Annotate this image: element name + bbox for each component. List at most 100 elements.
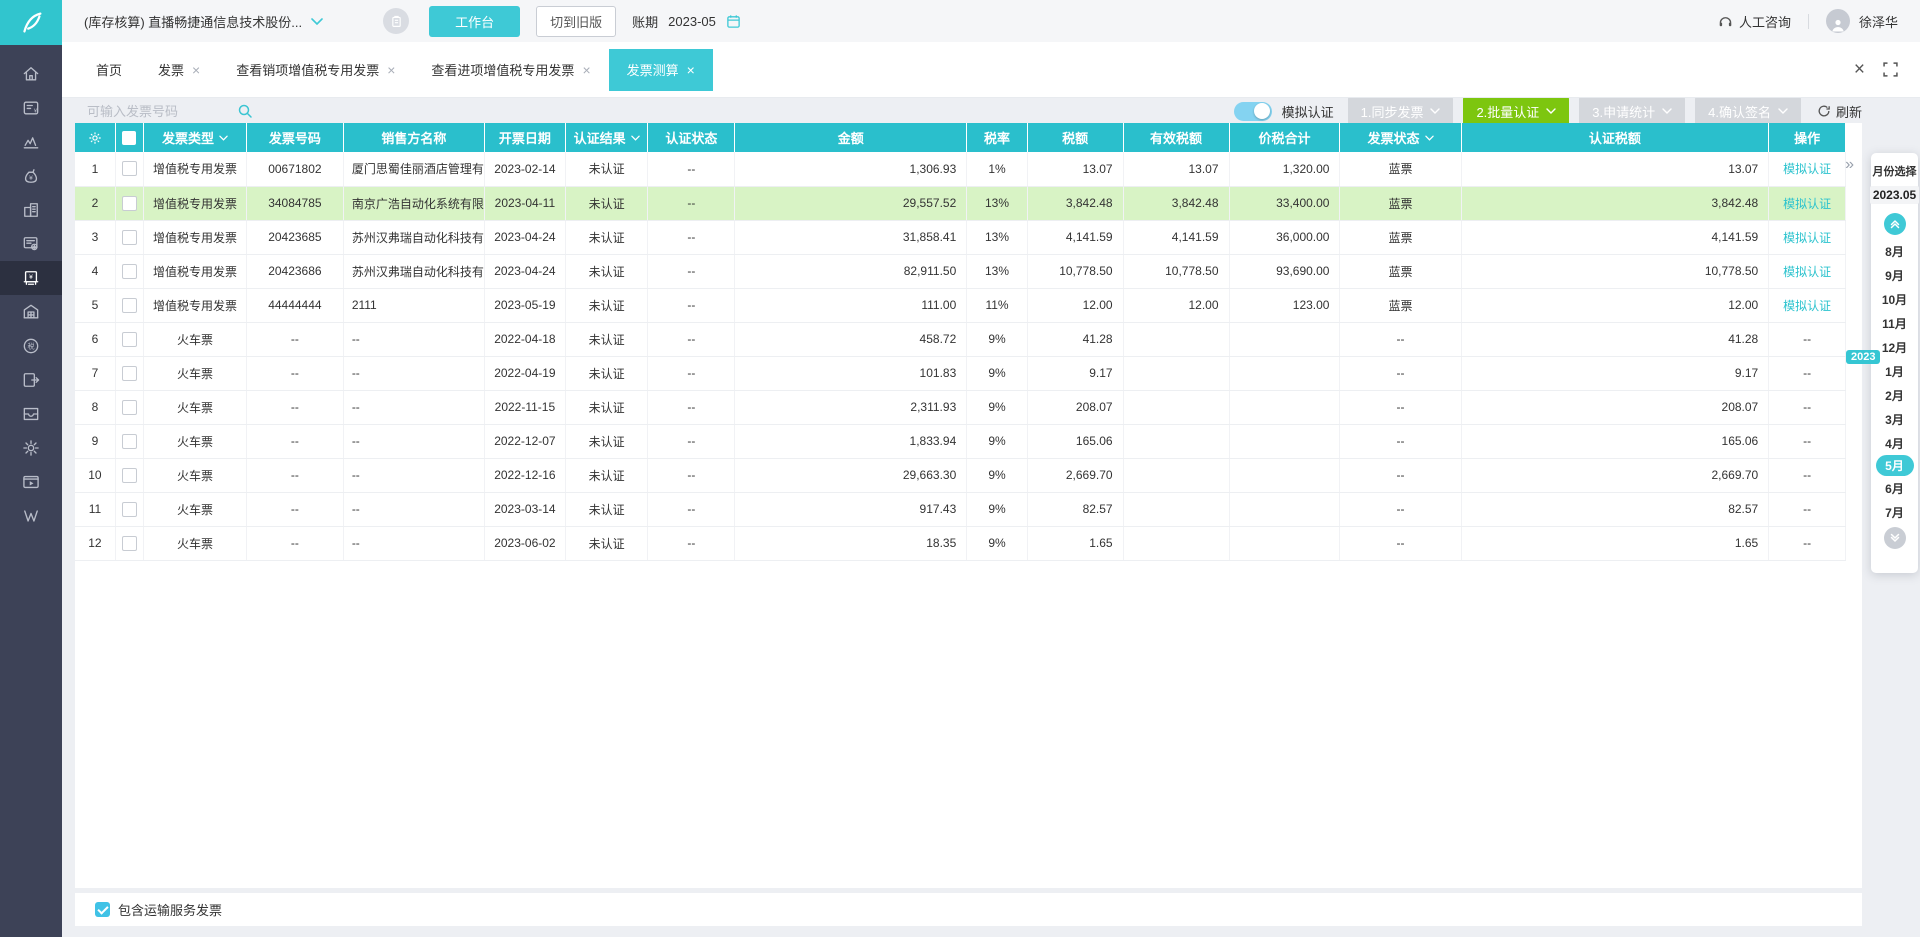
column-settings-header[interactable] — [75, 123, 116, 152]
close-all-tabs-icon[interactable]: × — [1853, 59, 1865, 80]
sidebar-item-version[interactable] — [0, 499, 62, 533]
month-item-11月[interactable]: 11月 — [1882, 316, 1907, 331]
sidebar-item-reports[interactable] — [0, 227, 62, 261]
tab-查看进项增值税专用发票[interactable]: 查看进项增值税专用发票 × — [413, 49, 608, 91]
row-checkbox[interactable] — [121, 535, 137, 551]
month-item-4月[interactable]: 4月 — [1885, 436, 1904, 451]
search-input[interactable] — [87, 103, 237, 119]
column-header-发票状态[interactable]: 发票状态 — [1339, 123, 1462, 152]
refresh-button[interactable]: 刷新 — [1817, 102, 1862, 121]
row-checkbox[interactable] — [121, 331, 137, 347]
table-row[interactable]: 5 增值税专用发票 44444444 2111 2023-05-19 未认证 -- 111.0… — [75, 288, 1846, 323]
row-checkbox[interactable] — [121, 399, 137, 415]
table-row[interactable]: 9 火车票 -- -- 2022-12-07 未认证 -- 1,833.94 9% 165.06-… — [75, 424, 1846, 459]
month-item-8月[interactable]: 8月 — [1885, 244, 1904, 259]
column-label: 认证税额 — [1588, 131, 1641, 146]
row-checkbox[interactable] — [121, 297, 137, 313]
avatar[interactable] — [1825, 9, 1850, 33]
month-item-10月[interactable]: 10月 — [1881, 292, 1908, 307]
company-selector[interactable]: (库存核算) 直播畅捷通信息技术股份... — [84, 12, 323, 31]
sidebar-item-tax[interactable]: 税 — [0, 329, 62, 363]
column-header-认证结果[interactable]: 认证结果 — [565, 123, 649, 152]
search-icon[interactable] — [237, 103, 253, 119]
tab-close-icon[interactable]: × — [387, 61, 396, 78]
period-value[interactable]: 2023-05 — [668, 13, 716, 29]
sidebar-item-invoice[interactable]: ¥ — [0, 261, 62, 295]
sidebar-item-funds[interactable]: ¥ — [0, 159, 62, 193]
row-checkbox[interactable] — [121, 365, 137, 381]
sidebar-item-archive[interactable] — [0, 397, 62, 431]
row-checkbox[interactable] — [121, 433, 137, 449]
row-checkbox[interactable] — [121, 467, 137, 483]
table-row[interactable]: 3 增值税专用发票20423685苏州汉弗瑞自动化科技有限公司2023-04-24… — [75, 220, 1846, 255]
tab-close-icon[interactable]: × — [192, 61, 201, 78]
cell-invoice_no: 20423686 — [246, 254, 344, 289]
panel-collapse-icon[interactable]: » — [1845, 156, 1854, 173]
simulate-certify-link[interactable]: 模拟认证 — [1783, 196, 1832, 211]
scroll-months-down-button[interactable] — [1883, 527, 1906, 549]
simulate-certify-link[interactable]: 模拟认证 — [1783, 264, 1832, 279]
month-item-5月[interactable]: 5月 — [1875, 455, 1914, 476]
scroll-months-up-button[interactable] — [1883, 213, 1906, 235]
toolbar-button-1.同步发票[interactable]: 1.同步发票 — [1347, 95, 1454, 127]
sidebar-item-tutorial-video[interactable] — [0, 465, 62, 499]
tab-close-icon[interactable]: × — [582, 61, 591, 78]
table-row[interactable]: 2 增值税专用发票34084785南京广浩自动化系统有限责任公司2023-04-1… — [75, 186, 1846, 221]
toolbar-button-2.批量认证[interactable]: 2.批量认证 — [1463, 95, 1570, 127]
old-version-button[interactable]: 切到旧版 — [536, 5, 617, 37]
table-row[interactable]: 1 增值税专用发票00671802厦门思蜀佳丽酒店管理有限公司2023-02-14… — [75, 152, 1846, 187]
tab-发票测算[interactable]: 发票测算 × — [608, 48, 713, 91]
table-row[interactable]: 7 火车票 -- -- 2022-04-19 未认证 -- 101.83 9% 9.17 -- 9.1… — [75, 356, 1846, 391]
simulate-certify-link[interactable]: 模拟认证 — [1783, 162, 1832, 177]
table-row[interactable]: 8 火车票 -- -- 2022-11-15 未认证 -- 2,311.93 9% 208.07-… — [75, 390, 1846, 425]
sidebar-item-inventory[interactable] — [0, 295, 62, 329]
month-item-3月[interactable]: 3月 — [1885, 412, 1904, 427]
month-item-2月[interactable]: 2月 — [1885, 388, 1904, 403]
column-label: 操作 — [1794, 131, 1821, 146]
row-checkbox[interactable] — [121, 501, 137, 517]
table-row[interactable]: 4 增值税专用发票20423686苏州汉弗瑞自动化科技有限公司2023-04-24… — [75, 254, 1846, 289]
column-label: 有效税额 — [1150, 131, 1203, 146]
month-item-12月[interactable]: 12月 — [1881, 340, 1908, 355]
fullscreen-icon[interactable] — [1883, 62, 1898, 77]
sidebar-item-voucher[interactable]: ¥ — [0, 91, 62, 125]
row-checkbox[interactable] — [121, 229, 137, 245]
table-row[interactable]: 6 火车票 -- -- 2022-04-18 未认证 -- 458.72 9% 41.28 -- 41… — [75, 322, 1846, 357]
sidebar-item-assets[interactable] — [0, 193, 62, 227]
calendar-icon[interactable] — [726, 14, 741, 29]
sidebar-item-settings[interactable] — [0, 431, 62, 465]
month-item-7月[interactable]: 7月 — [1885, 505, 1904, 520]
headset-icon — [1719, 16, 1732, 26]
column-header-发票类型[interactable]: 发票类型 — [143, 123, 247, 152]
table-row[interactable]: 10 火车票 -- -- 2022-12-16 未认证 -- 29,663.30 9% 2,669… — [75, 458, 1846, 493]
cell-invoice_status: -- — [1339, 458, 1462, 493]
tab-查看销项增值税专用发票[interactable]: 查看销项增值税专用发票 × — [218, 49, 413, 91]
workbench-button[interactable]: 工作台 — [429, 5, 521, 37]
tab-close-icon[interactable]: × — [686, 61, 695, 78]
month-item-9月[interactable]: 9月 — [1885, 268, 1904, 283]
row-checkbox[interactable] — [121, 195, 137, 211]
cell-seller: -- — [343, 356, 486, 391]
transport-invoice-checkbox[interactable] — [95, 902, 110, 917]
tab-首页[interactable]: 首页 — [78, 49, 140, 91]
tab-发票[interactable]: 发票 × — [140, 49, 218, 91]
month-item-6月[interactable]: 6月 — [1885, 481, 1904, 496]
sidebar-item-ledger-chart[interactable] — [0, 125, 62, 159]
support-button[interactable]: 人工咨询 — [1718, 12, 1791, 31]
simulate-certify-link[interactable]: 模拟认证 — [1783, 298, 1832, 313]
month-item-1月[interactable]: 1月 — [1885, 364, 1904, 379]
simulate-certify-toggle[interactable] — [1233, 101, 1272, 121]
row-checkbox[interactable] — [121, 263, 137, 279]
table-row[interactable]: 12 火车票 -- -- 2023-06-02 未认证 -- 18.35 9% 1.65 -- 1.6… — [75, 526, 1846, 561]
toolbar-button-3.申请统计[interactable]: 3.申请统计 — [1579, 95, 1686, 127]
toolbar-button-4.确认签名[interactable]: 4.确认签名 — [1695, 95, 1801, 127]
username[interactable]: 徐泽华 — [1858, 14, 1898, 30]
sidebar-item-closing[interactable] — [0, 363, 62, 397]
select-all-checkbox[interactable] — [122, 130, 137, 145]
row-checkbox[interactable] — [121, 161, 137, 177]
app-logo[interactable] — [0, 0, 62, 45]
simulate-certify-link[interactable]: 模拟认证 — [1783, 230, 1832, 245]
table-row[interactable]: 11 火车票 -- -- 2023-03-14 未认证 -- 917.43 9% 82.57 -- 8… — [75, 492, 1846, 527]
clipboard-button[interactable] — [383, 8, 410, 34]
sidebar-item-home[interactable] — [0, 57, 62, 91]
